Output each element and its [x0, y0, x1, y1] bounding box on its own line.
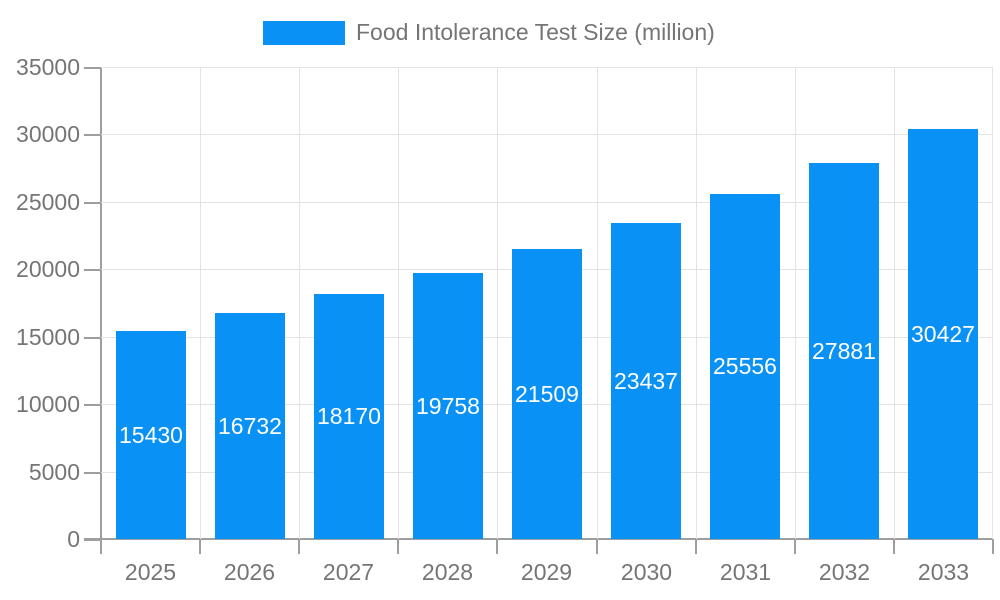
y-axis-tick-label: 15000 [16, 324, 80, 350]
y-axis-tick-label: 10000 [16, 391, 80, 417]
v-gridline [299, 67, 300, 539]
x-axis-tick-label: 2026 [223, 559, 276, 585]
x-axis-tick-label: 2029 [520, 559, 573, 585]
bar-value-label: 16732 [218, 412, 282, 439]
y-axis-tick [84, 404, 101, 406]
x-axis-tick-label: 2028 [421, 559, 474, 585]
x-axis-tick [893, 539, 895, 554]
v-gridline [795, 67, 796, 539]
bar[interactable]: 27881 [809, 163, 879, 539]
bar-value-label: 23437 [614, 367, 678, 394]
bar-value-label: 21509 [515, 380, 579, 407]
y-axis-tick [84, 202, 101, 204]
x-axis-tick [199, 539, 201, 554]
x-axis-tick-label: 2032 [818, 559, 871, 585]
h-gridline [101, 67, 993, 68]
x-axis-tick [397, 539, 399, 554]
x-axis-tick-label: 2025 [124, 559, 177, 585]
legend[interactable]: Food Intolerance Test Size (million) [263, 19, 715, 46]
bar-value-label: 30427 [911, 320, 975, 347]
y-axis-tick-label: 25000 [16, 189, 80, 215]
bar-value-label: 19758 [416, 392, 480, 419]
x-axis-tick-label: 2030 [620, 559, 673, 585]
y-axis-tick-label: 30000 [16, 121, 80, 147]
h-gridline [101, 202, 993, 203]
x-axis-tick [794, 539, 796, 554]
x-axis-tick-label: 2031 [719, 559, 772, 585]
legend-swatch[interactable] [263, 20, 345, 45]
bar-value-label: 18170 [317, 403, 381, 429]
y-axis-tick-label: 0 [67, 526, 80, 552]
bar[interactable]: 19758 [413, 273, 483, 539]
x-axis-tick [695, 539, 697, 554]
bar-value-label: 15430 [119, 421, 183, 448]
bar[interactable]: 16732 [215, 313, 285, 539]
y-axis-tick-label: 35000 [16, 54, 80, 80]
x-axis-tick [298, 539, 300, 554]
bar[interactable]: 18170 [314, 294, 384, 539]
x-axis-tick [992, 539, 994, 554]
v-gridline [696, 67, 697, 539]
bar[interactable]: 30427 [908, 129, 978, 539]
y-axis-tick [84, 134, 101, 136]
x-axis-tick-label: 2033 [917, 559, 970, 585]
x-axis-line [84, 538, 993, 540]
x-axis-tick [596, 539, 598, 554]
bar-value-label: 27881 [812, 337, 876, 364]
x-axis-tick-label: 2027 [322, 559, 375, 585]
v-gridline [992, 67, 993, 539]
v-gridline [497, 67, 498, 539]
v-gridline [894, 67, 895, 539]
legend-label: Food Intolerance Test Size (million) [356, 19, 715, 45]
bar[interactable]: 21509 [512, 249, 582, 539]
y-axis-tick [84, 539, 101, 541]
bar-value-label: 25556 [713, 353, 777, 379]
bar[interactable]: 25556 [710, 194, 780, 539]
y-axis-tick [84, 269, 101, 271]
y-axis-line [100, 67, 102, 554]
bar[interactable]: 15430 [116, 331, 186, 539]
x-axis-tick [496, 539, 498, 554]
y-axis-tick [84, 67, 101, 69]
bar[interactable]: 23437 [611, 223, 681, 539]
y-axis-tick [84, 472, 101, 474]
v-gridline [597, 67, 598, 539]
y-axis-tick-label: 20000 [16, 256, 80, 282]
v-gridline [200, 67, 201, 539]
y-axis-tick [84, 337, 101, 339]
h-gridline [101, 134, 993, 135]
y-axis-tick-label: 5000 [28, 459, 80, 485]
v-gridline [398, 67, 399, 539]
